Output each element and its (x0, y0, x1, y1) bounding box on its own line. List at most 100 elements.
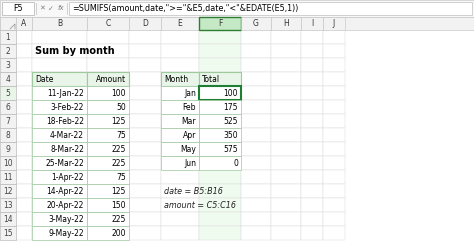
Text: =SUMIFS(amount,date,">="&E5,date,"<"&EDATE(E5,1)): =SUMIFS(amount,date,">="&E5,date,"<"&EDA… (72, 4, 298, 13)
Text: 12: 12 (3, 186, 13, 195)
Text: 575: 575 (223, 145, 238, 154)
Text: G: G (253, 19, 259, 28)
Text: Jun: Jun (184, 158, 196, 167)
Text: Amount: Amount (96, 74, 126, 84)
Bar (199, 156, 241, 170)
Bar (301, 212, 323, 226)
Bar (87, 100, 129, 114)
Bar (16, 17, 32, 30)
Text: 1-Apr-22: 1-Apr-22 (52, 173, 84, 182)
Text: 3: 3 (6, 61, 10, 69)
Text: B: B (57, 19, 62, 28)
Text: Apr: Apr (182, 130, 196, 139)
Bar (129, 142, 161, 156)
Bar (161, 30, 199, 44)
Bar (32, 156, 87, 170)
Bar (32, 198, 87, 212)
Bar (271, 58, 301, 72)
Bar (301, 142, 323, 156)
Bar (301, 100, 323, 114)
Bar (87, 156, 129, 170)
Text: fx: fx (58, 5, 64, 11)
Bar (32, 86, 87, 100)
Text: 4-Mar-22: 4-Mar-22 (50, 130, 84, 139)
Bar (323, 128, 345, 142)
Bar (32, 17, 87, 30)
Text: 525: 525 (224, 117, 238, 125)
Text: 5: 5 (6, 89, 10, 97)
Text: 6: 6 (6, 102, 10, 112)
Bar (87, 156, 129, 170)
Bar (323, 114, 345, 128)
Bar (161, 72, 199, 86)
Bar (129, 86, 161, 100)
Text: 14-Apr-22: 14-Apr-22 (46, 186, 84, 195)
Bar (16, 170, 32, 184)
Bar (129, 184, 161, 198)
Bar (161, 114, 199, 128)
Text: 125: 125 (111, 117, 126, 125)
Bar (271, 212, 301, 226)
Bar (241, 156, 271, 170)
Text: 75: 75 (116, 173, 126, 182)
Bar (129, 114, 161, 128)
Bar (241, 170, 271, 184)
Bar (16, 212, 32, 226)
Bar (129, 100, 161, 114)
Text: 125: 125 (111, 186, 126, 195)
Bar (161, 86, 199, 100)
Bar (16, 142, 32, 156)
Bar (241, 226, 271, 240)
Bar (87, 86, 129, 100)
Bar (32, 198, 87, 212)
Bar (323, 86, 345, 100)
Bar (87, 212, 129, 226)
Bar (199, 212, 241, 226)
Bar (0, 100, 16, 114)
Bar (323, 226, 345, 240)
Text: Sum by month: Sum by month (35, 46, 115, 56)
Bar (32, 142, 87, 156)
Text: Date: Date (35, 74, 54, 84)
Bar (129, 212, 161, 226)
Bar (32, 72, 87, 86)
Bar (199, 114, 241, 128)
Bar (199, 114, 241, 128)
Bar (241, 114, 271, 128)
Bar (199, 86, 241, 100)
Bar (129, 44, 161, 58)
Bar (32, 30, 87, 44)
Bar (301, 58, 323, 72)
Text: C: C (105, 19, 110, 28)
Bar (16, 184, 32, 198)
Bar (87, 128, 129, 142)
Bar (87, 198, 129, 212)
Bar (161, 212, 199, 226)
Text: 1: 1 (6, 32, 10, 41)
Bar (323, 156, 345, 170)
Bar (323, 44, 345, 58)
Bar (87, 44, 129, 58)
Bar (32, 86, 87, 100)
Bar (0, 198, 16, 212)
Bar (2, 2, 34, 15)
Bar (87, 184, 129, 198)
Bar (271, 114, 301, 128)
Text: F5: F5 (13, 4, 23, 13)
Text: 9: 9 (6, 145, 10, 154)
Bar (241, 44, 271, 58)
Bar (301, 17, 323, 30)
Bar (0, 184, 16, 198)
Bar (0, 72, 16, 86)
Text: Feb: Feb (182, 102, 196, 112)
Bar (241, 212, 271, 226)
Bar (16, 72, 32, 86)
Bar (0, 226, 16, 240)
Bar (271, 198, 301, 212)
Text: Month: Month (164, 74, 188, 84)
Bar (87, 58, 129, 72)
Bar (271, 170, 301, 184)
Text: 0: 0 (233, 158, 238, 167)
Text: 100: 100 (111, 89, 126, 97)
Text: 150: 150 (111, 200, 126, 210)
